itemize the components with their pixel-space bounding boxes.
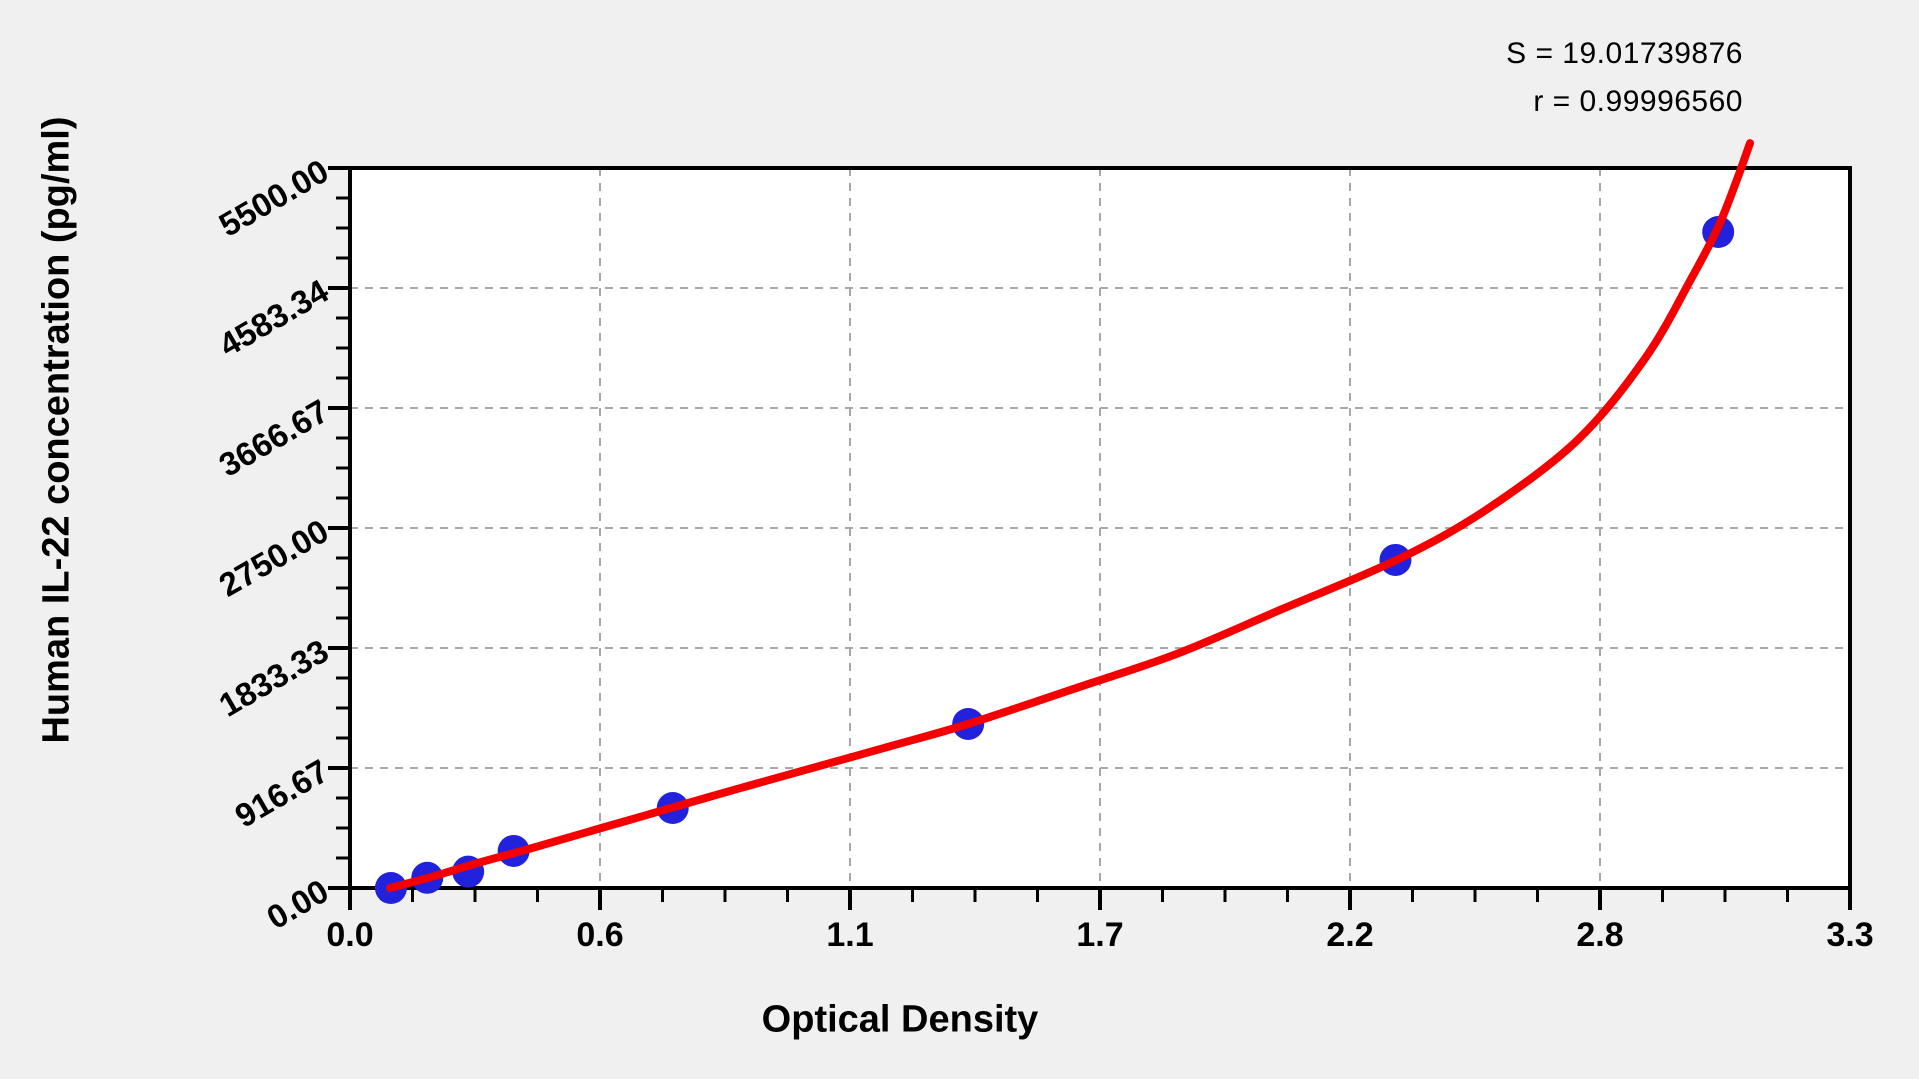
y-tick-label: 1833.33 (213, 632, 335, 724)
x-tick-label: 2.8 (1576, 916, 1623, 954)
fit-curve (386, 139, 1754, 892)
y-tick-label: 4583.34 (213, 272, 335, 364)
y-tick-label: 2750.00 (213, 512, 335, 604)
y-tick-label: 5500.00 (213, 152, 335, 244)
y-tick-label: 0.00 (260, 872, 334, 936)
x-tick-label: 2.2 (1326, 916, 1373, 954)
x-tick-label: 0.6 (576, 916, 623, 954)
y-tick-label: 916.67 (229, 752, 335, 835)
fit-std-error-value: S = 19.01739876 (1506, 37, 1743, 70)
x-axis-title: Optical Density (761, 998, 1039, 1041)
x-tick-label: 1.7 (1076, 916, 1123, 954)
x-tick-label: 3.3 (1826, 916, 1873, 954)
y-axis-title: Human IL-22 concentration (pg/ml) (35, 116, 78, 744)
fit-correlation-value: r = 0.99996560 (1533, 85, 1743, 118)
plot-frame (348, 166, 1852, 890)
fit-statistics: S = 19.01739876 r = 0.99996560 (1506, 30, 1743, 126)
x-tick-label: 1.1 (826, 916, 873, 954)
x-tick-label: 0.0 (326, 916, 373, 954)
y-tick-label: 3666.67 (213, 392, 335, 484)
